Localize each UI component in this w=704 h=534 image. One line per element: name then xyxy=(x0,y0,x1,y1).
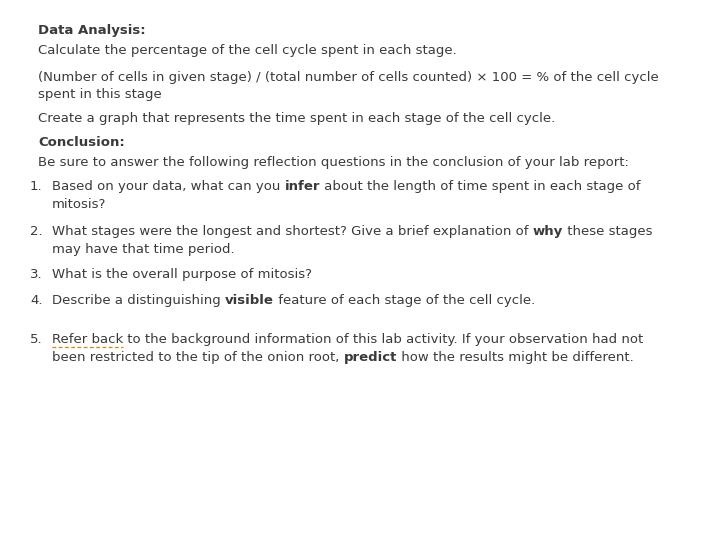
Text: (Number of cells in given stage) / (total number of cells counted) × 100 = % of : (Number of cells in given stage) / (tota… xyxy=(38,71,659,84)
Text: Create a graph that represents the time spent in each stage of the cell cycle.: Create a graph that represents the time … xyxy=(38,112,555,125)
Text: infer: infer xyxy=(284,180,320,193)
Text: may have that time period.: may have that time period. xyxy=(52,244,234,256)
Text: feature of each stage of the cell cycle.: feature of each stage of the cell cycle. xyxy=(274,294,535,307)
Text: 4.: 4. xyxy=(30,294,42,307)
Text: Be sure to answer the following reflection questions in the conclusion of your l: Be sure to answer the following reflecti… xyxy=(38,156,629,169)
Text: visible: visible xyxy=(225,294,274,307)
Text: about the length of time spent in each stage of: about the length of time spent in each s… xyxy=(320,180,641,193)
Text: 2.: 2. xyxy=(30,225,43,238)
Text: Based on your data, what can you: Based on your data, what can you xyxy=(52,180,284,193)
Text: Refer back: Refer back xyxy=(52,333,123,346)
Text: why: why xyxy=(533,225,563,238)
Text: spent in this stage: spent in this stage xyxy=(38,89,162,101)
Text: Calculate the percentage of the cell cycle spent in each stage.: Calculate the percentage of the cell cyc… xyxy=(38,44,457,57)
Text: been restricted to the tip of the onion root,: been restricted to the tip of the onion … xyxy=(52,351,344,364)
Text: mitosis?: mitosis? xyxy=(52,198,106,211)
Text: 3.: 3. xyxy=(30,268,43,281)
Text: Describe a distinguishing: Describe a distinguishing xyxy=(52,294,225,307)
Text: predict: predict xyxy=(344,351,397,364)
Text: how the results might be different.: how the results might be different. xyxy=(397,351,634,364)
Text: 1.: 1. xyxy=(30,180,43,193)
Text: these stages: these stages xyxy=(563,225,653,238)
Text: What is the overall purpose of mitosis?: What is the overall purpose of mitosis? xyxy=(52,268,312,281)
Text: Conclusion:: Conclusion: xyxy=(38,136,125,149)
Text: to the background information of this lab activity. If your observation had not: to the background information of this la… xyxy=(123,333,643,346)
Text: Data Analysis:: Data Analysis: xyxy=(38,24,146,37)
Text: What stages were the longest and shortest? Give a brief explanation of: What stages were the longest and shortes… xyxy=(52,225,533,238)
Text: 5.: 5. xyxy=(30,333,43,346)
